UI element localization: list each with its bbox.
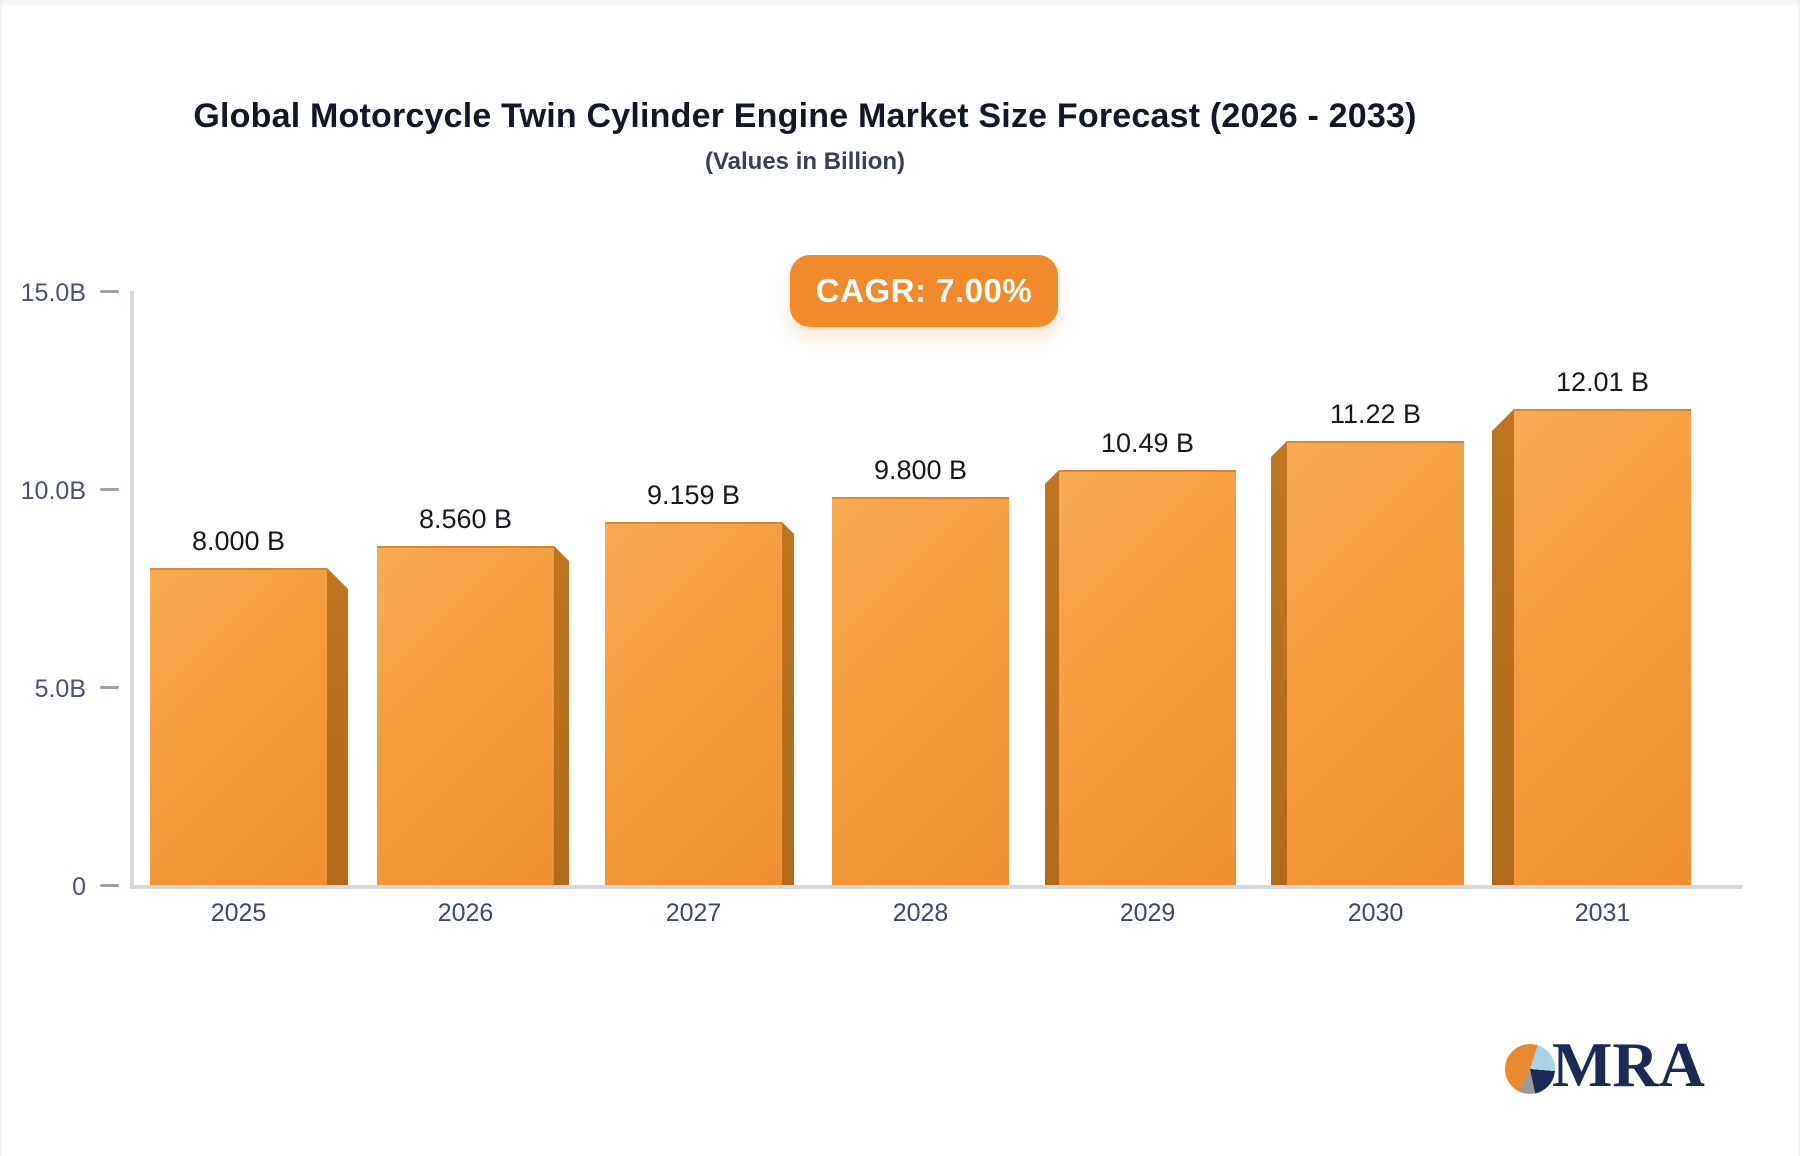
bar-value-label-2027: 9.159 B — [646, 480, 741, 510]
bar-side-2026 — [554, 546, 569, 885]
mra-pie-chart-icon — [1505, 1044, 1555, 1094]
y-tick-dash — [100, 488, 119, 491]
y-tick-dash — [100, 290, 119, 293]
cagr-badge: CAGR: 7.00% — [790, 255, 1058, 327]
cagr-badge-label: CAGR: 7.00% — [815, 272, 1033, 309]
x-tick-label-2025: 2025 — [210, 899, 267, 927]
bar-value-label-2029: 10.49 B — [1100, 428, 1195, 458]
bar-face-2025 — [150, 568, 327, 885]
bar-side-2029 — [1045, 470, 1059, 885]
bar-side-2031 — [1492, 409, 1514, 885]
page-edge-left — [0, 0, 2, 1156]
y-tick-label-0: 0 — [72, 873, 86, 901]
bar-face-2031 — [1514, 409, 1691, 885]
bar-face-2030 — [1287, 441, 1464, 885]
bar-value-label-2031: 12.01 B — [1555, 367, 1650, 397]
x-tick-label-2029: 2029 — [1119, 899, 1176, 927]
bar-face-2026 — [377, 546, 554, 885]
y-tick-label-5.0B: 5.0B — [34, 675, 86, 703]
y-tick-label-10.0B: 10.0B — [20, 477, 86, 505]
x-tick-label-2026: 2026 — [437, 899, 494, 927]
y-tick-dash — [100, 686, 119, 689]
bar-side-2025 — [327, 568, 348, 885]
chart-subtitle: (Values in Billion) — [704, 148, 906, 175]
bar-side-2030 — [1271, 441, 1287, 885]
x-tick-label-2030: 2030 — [1347, 899, 1404, 927]
bar-value-label-2026: 8.560 B — [418, 504, 513, 534]
mra-logo: MRA — [1502, 1026, 1732, 1106]
y-tick-dash — [100, 884, 119, 887]
y-axis-line — [130, 291, 134, 889]
bar-value-label-2025: 8.000 B — [191, 526, 286, 556]
x-tick-label-2028: 2028 — [892, 899, 949, 927]
y-tick-label-15.0B: 15.0B — [20, 279, 86, 307]
x-tick-label-2031: 2031 — [1574, 899, 1631, 927]
page-top-strip — [0, 0, 1800, 5]
bar-value-label-2030: 11.22 B — [1329, 399, 1422, 429]
page-edge-right — [1798, 0, 1800, 1156]
bar-side-2027 — [782, 522, 794, 885]
mra-logo-text: MRA — [1552, 1029, 1705, 1100]
bar-face-2027 — [605, 522, 782, 885]
chart-title: Global Motorcycle Twin Cylinder Engine M… — [193, 97, 1417, 135]
bar-face-2028 — [832, 497, 1009, 885]
x-tick-label-2027: 2027 — [665, 899, 722, 927]
x-axis-line — [130, 885, 1742, 889]
bar-face-2029 — [1059, 470, 1236, 885]
bar-value-label-2028: 9.800 B — [873, 455, 968, 485]
